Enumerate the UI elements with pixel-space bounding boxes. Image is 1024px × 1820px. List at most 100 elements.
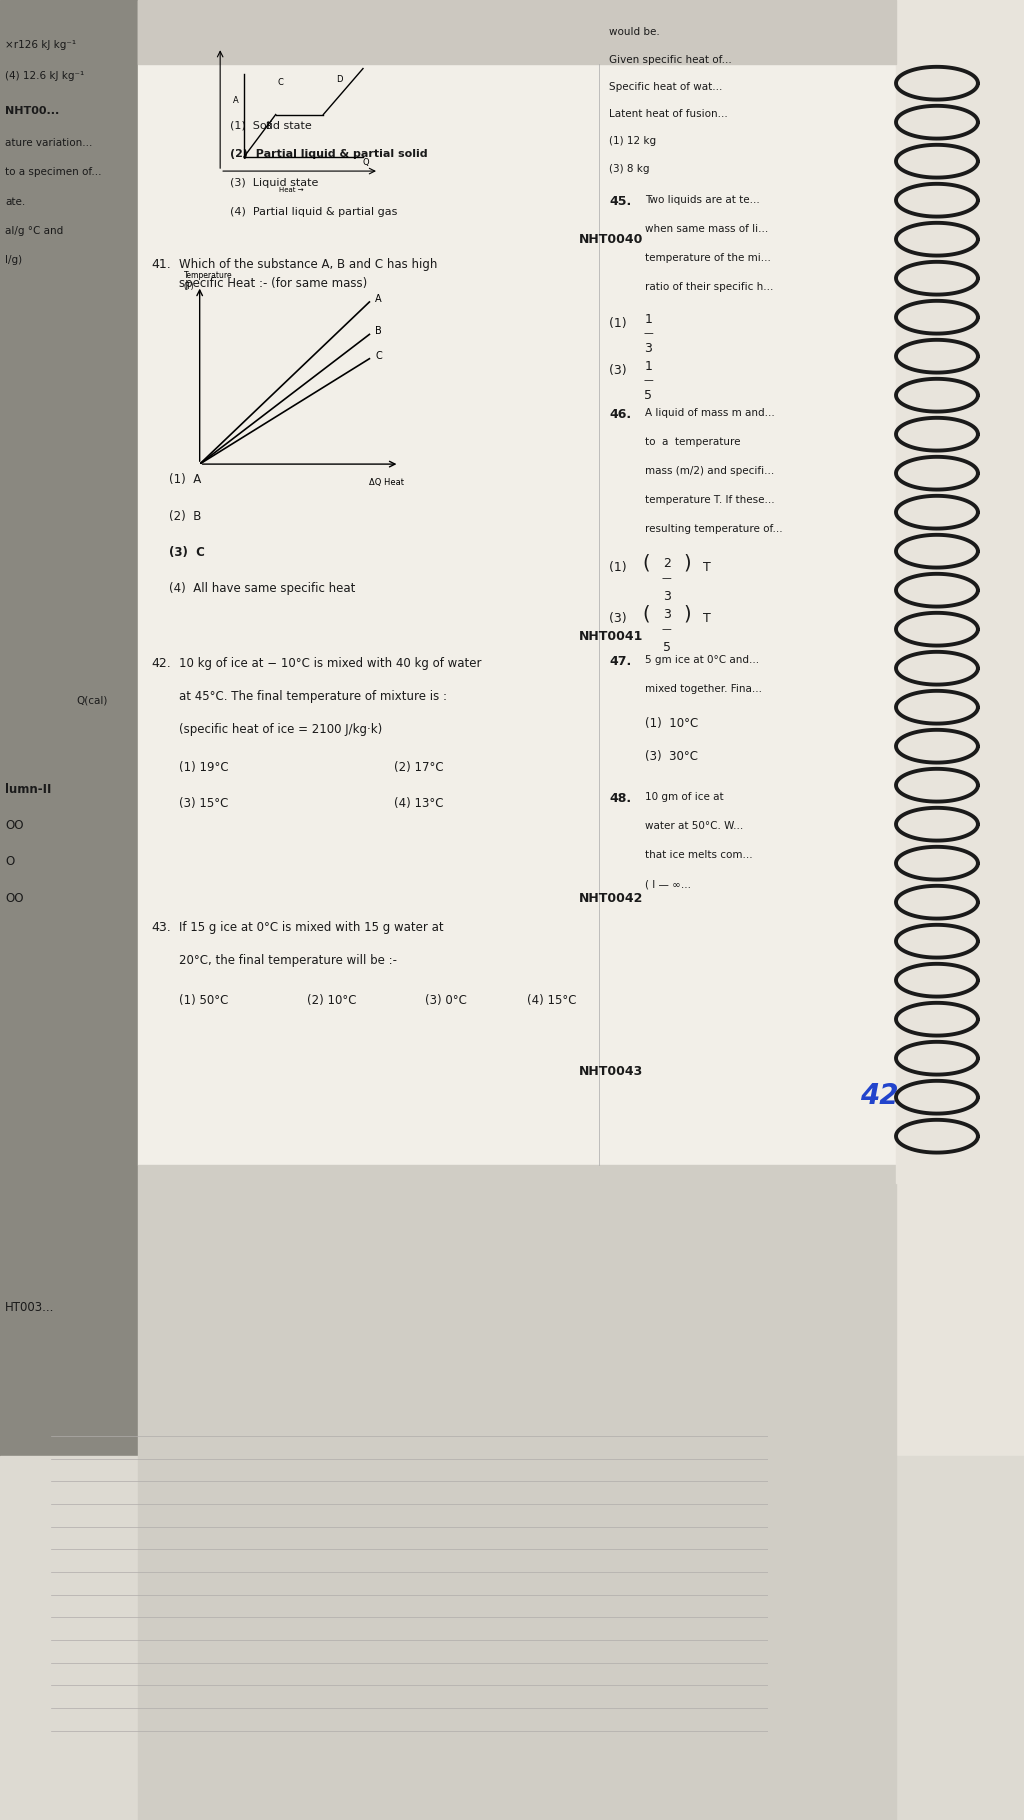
Text: ratio of their specific h...: ratio of their specific h... — [645, 282, 773, 291]
Text: 43.: 43. — [152, 921, 171, 934]
Text: (3) 8 kg: (3) 8 kg — [609, 164, 650, 173]
Text: 42.: 42. — [152, 657, 171, 670]
Text: water at 50°C. W...: water at 50°C. W... — [645, 821, 743, 830]
Text: (1) 19°C: (1) 19°C — [179, 761, 228, 774]
Text: (4) 13°C: (4) 13°C — [394, 797, 443, 810]
Text: 47.: 47. — [609, 655, 632, 668]
Text: 2: 2 — [663, 557, 671, 570]
Text: A liquid of mass m and...: A liquid of mass m and... — [645, 408, 775, 417]
Text: O: O — [5, 855, 14, 868]
Text: Q(cal): Q(cal) — [77, 695, 109, 704]
Text: 46.: 46. — [609, 408, 632, 420]
Text: 1: 1 — [644, 313, 652, 326]
Text: lumn-II: lumn-II — [5, 783, 51, 795]
Text: A: A — [376, 295, 382, 304]
Text: (: ( — [642, 604, 649, 622]
Text: (3): (3) — [609, 364, 631, 377]
Text: mass (m/2) and specifi...: mass (m/2) and specifi... — [645, 466, 774, 475]
Text: Temperature: Temperature — [183, 271, 232, 280]
Text: (T): (T) — [183, 282, 195, 291]
Text: (4)  Partial liquid & partial gas: (4) Partial liquid & partial gas — [230, 207, 397, 217]
Text: 1: 1 — [644, 360, 652, 373]
Text: (2) 10°C: (2) 10°C — [307, 994, 356, 1006]
Text: Q: Q — [362, 158, 370, 167]
Text: 5: 5 — [644, 389, 652, 402]
Text: (1)  10°C: (1) 10°C — [645, 717, 698, 730]
Text: to  a  temperature: to a temperature — [645, 437, 740, 446]
Text: OO: OO — [5, 892, 24, 905]
Text: A: A — [233, 96, 239, 106]
Text: (4) 15°C: (4) 15°C — [527, 994, 577, 1006]
Text: ×r126 kJ kg⁻¹: ×r126 kJ kg⁻¹ — [5, 40, 76, 49]
Text: (1) 50°C: (1) 50°C — [179, 994, 228, 1006]
Text: temperature of the mi...: temperature of the mi... — [645, 253, 771, 262]
Text: at 45°C. The final temperature of mixture is :: at 45°C. The final temperature of mixtur… — [179, 690, 447, 703]
Text: ate.: ate. — [5, 197, 26, 206]
Text: C: C — [376, 351, 382, 360]
Text: (1)  A: (1) A — [169, 473, 201, 486]
Text: 3: 3 — [663, 608, 671, 621]
Bar — [138, 0, 896, 64]
Text: NHT0041: NHT0041 — [579, 630, 643, 642]
Text: C: C — [278, 78, 284, 87]
Bar — [138, 1165, 896, 1820]
Text: Specific heat of wat...: Specific heat of wat... — [609, 82, 723, 91]
Text: 10 gm of ice at: 10 gm of ice at — [645, 792, 724, 801]
Text: Latent heat of fusion...: Latent heat of fusion... — [609, 109, 728, 118]
Bar — [138, 0, 896, 1165]
Text: B: B — [376, 326, 382, 337]
Bar — [0, 0, 138, 1820]
Text: If 15 g ice at 0°C is mixed with 15 g water at: If 15 g ice at 0°C is mixed with 15 g wa… — [179, 921, 443, 934]
Text: al/g °C and: al/g °C and — [5, 226, 63, 235]
Text: (3) 15°C: (3) 15°C — [179, 797, 228, 810]
Text: ): ) — [683, 604, 690, 622]
Text: would be.: would be. — [609, 27, 660, 36]
Text: resulting temperature of...: resulting temperature of... — [645, 524, 782, 533]
Text: Heat →: Heat → — [280, 187, 304, 193]
Text: —: — — [662, 624, 672, 633]
Text: (3) 0°C: (3) 0°C — [425, 994, 467, 1006]
Text: —: — — [643, 375, 653, 384]
Text: 5: 5 — [663, 641, 671, 653]
Text: OO: OO — [5, 819, 24, 832]
Text: 3: 3 — [644, 342, 652, 355]
Text: 41.: 41. — [152, 258, 171, 271]
Text: ΔQ Heat: ΔQ Heat — [370, 479, 404, 488]
Text: Which of the substance A, B and C has high
specific Heat :- (for same mass): Which of the substance A, B and C has hi… — [179, 258, 437, 291]
Text: —: — — [643, 328, 653, 337]
Text: (2)  Partial liquid & partial solid: (2) Partial liquid & partial solid — [230, 149, 428, 158]
Text: (3)  C: (3) C — [169, 546, 205, 559]
Text: (4)  All have same specific heat: (4) All have same specific heat — [169, 582, 355, 595]
Text: (3): (3) — [609, 612, 631, 624]
Text: Two liquids are at te...: Two liquids are at te... — [645, 195, 760, 204]
Text: D: D — [336, 75, 342, 84]
Text: when same mass of li...: when same mass of li... — [645, 224, 768, 233]
Text: that ice melts com...: that ice melts com... — [645, 850, 753, 859]
Text: (1)  Solid state: (1) Solid state — [230, 120, 312, 129]
Text: 42: 42 — [860, 1083, 899, 1110]
Text: (specific heat of ice = 2100 J/kg·k): (specific heat of ice = 2100 J/kg·k) — [179, 723, 382, 735]
Bar — [0, 1456, 1024, 1820]
Text: to a specimen of...: to a specimen of... — [5, 167, 101, 177]
Text: T: T — [703, 612, 712, 624]
Text: (4) 12.6 kJ kg⁻¹: (4) 12.6 kJ kg⁻¹ — [5, 71, 84, 80]
Text: HT003...: HT003... — [5, 1301, 54, 1314]
Text: (3)  30°C: (3) 30°C — [645, 750, 698, 763]
Text: (1): (1) — [609, 561, 631, 573]
Text: (2) 17°C: (2) 17°C — [394, 761, 443, 774]
Text: NHT0043: NHT0043 — [579, 1065, 643, 1077]
Text: B: B — [265, 122, 270, 131]
Text: 5 gm ice at 0°C and...: 5 gm ice at 0°C and... — [645, 655, 759, 664]
Text: ): ) — [683, 553, 690, 571]
Text: NHT0042: NHT0042 — [579, 892, 643, 905]
Text: mixed together. Fina...: mixed together. Fina... — [645, 684, 762, 693]
Text: (1): (1) — [609, 317, 631, 329]
Text: ( l — ∞…: ( l — ∞… — [645, 879, 691, 888]
Text: ature variation...: ature variation... — [5, 138, 92, 147]
Text: NHT0040: NHT0040 — [579, 233, 643, 246]
Text: 48.: 48. — [609, 792, 632, 804]
Text: Given specific heat of...: Given specific heat of... — [609, 55, 732, 64]
Text: temperature T. If these...: temperature T. If these... — [645, 495, 775, 504]
Text: 45.: 45. — [609, 195, 632, 207]
Bar — [896, 0, 1024, 1183]
